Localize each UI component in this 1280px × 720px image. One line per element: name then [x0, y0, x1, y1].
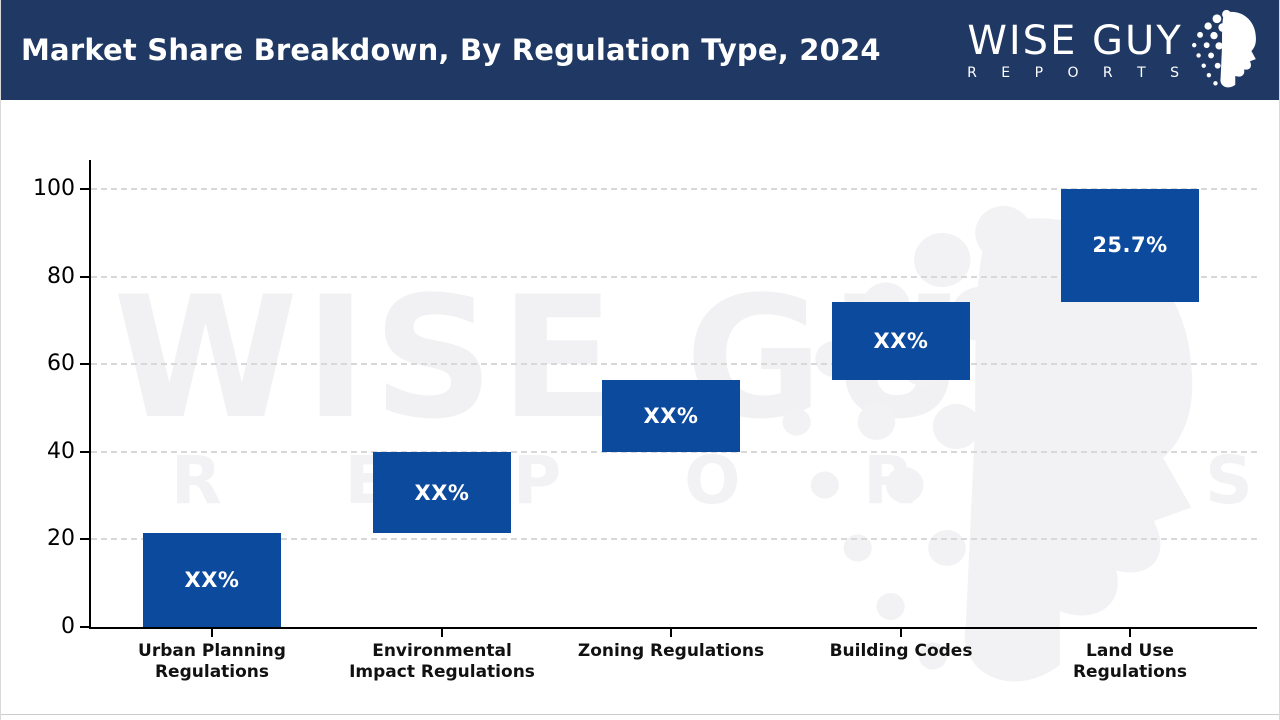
y-tick-label: 60 [47, 351, 75, 377]
logo-subtitle: R E P O R T S [967, 65, 1189, 81]
gridline [91, 363, 1257, 366]
gridline [91, 538, 1257, 541]
bar-segment: XX% [373, 451, 511, 534]
y-tick-label: 100 [33, 176, 75, 201]
x-tick-mark [441, 629, 443, 637]
y-tick-label: 80 [47, 263, 75, 289]
y-tick-label: 20 [47, 526, 75, 552]
x-tick-mark [1129, 629, 1131, 637]
bar-value-label: XX% [643, 403, 699, 428]
y-tick-label: 40 [47, 438, 75, 464]
x-tick-mark [670, 629, 672, 637]
bar-segment: XX% [143, 533, 281, 627]
logo-text: WISE GUY R E P O R T S [961, 20, 1189, 82]
y-tick-mark [80, 538, 89, 541]
category-label: Building Codes [829, 641, 973, 661]
category-label: Zoning Regulations [577, 641, 765, 661]
logo-wordmark: WISE GUY [967, 18, 1183, 64]
y-tick-mark [80, 363, 89, 366]
bar-segment: XX% [602, 379, 740, 452]
y-tick-mark [80, 275, 89, 278]
y-tick-mark [80, 450, 89, 453]
bottom-divider [1, 714, 1279, 715]
bar-value-label: 25.7% [1092, 233, 1168, 258]
y-tick-mark [80, 188, 89, 190]
category-label: Urban Planning Regulations [138, 641, 286, 682]
gridline [91, 188, 1257, 190]
header-bar: Market Share Breakdown, By Regulation Ty… [1, 0, 1279, 100]
x-tick-mark [900, 629, 902, 637]
bar-value-label: XX% [184, 568, 240, 593]
y-tick-label: 0 [61, 614, 75, 639]
y-tick-mark [80, 626, 89, 628]
logo-head-icon [1192, 9, 1256, 88]
x-axis-line [89, 627, 1257, 629]
bar-segment: 25.7% [1061, 189, 1199, 302]
bar-value-label: XX% [414, 480, 470, 505]
y-axis-line [89, 160, 91, 629]
category-label: Land Use Regulations [1072, 641, 1188, 682]
bar-segment: XX% [832, 301, 970, 380]
gridline [91, 275, 1257, 278]
wiseguy-logo: WISE GUY R E P O R T S [961, 5, 1267, 97]
category-label: Environmental Impact Regulations [349, 641, 535, 682]
gridline [91, 450, 1257, 453]
chart-title: Market Share Breakdown, By Regulation Ty… [21, 33, 881, 67]
chart-area: WISE GUY R E P O R T S 0 20 40 60 80 100 XX% X… [1, 100, 1279, 714]
x-tick-mark [211, 629, 213, 637]
bar-value-label: XX% [873, 328, 929, 353]
